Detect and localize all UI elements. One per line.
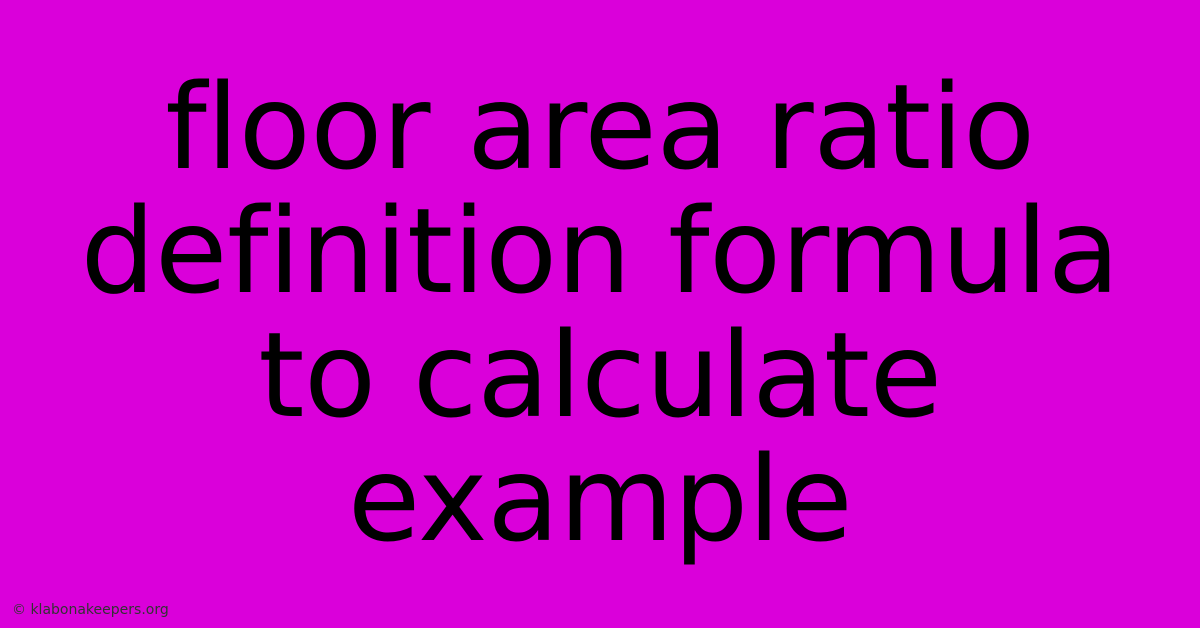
- watermark-text: © klabonakeepers.org: [12, 602, 169, 618]
- headline-text: floor area ratio definition formula to c…: [0, 66, 1200, 562]
- image-canvas: floor area ratio definition formula to c…: [0, 0, 1200, 628]
